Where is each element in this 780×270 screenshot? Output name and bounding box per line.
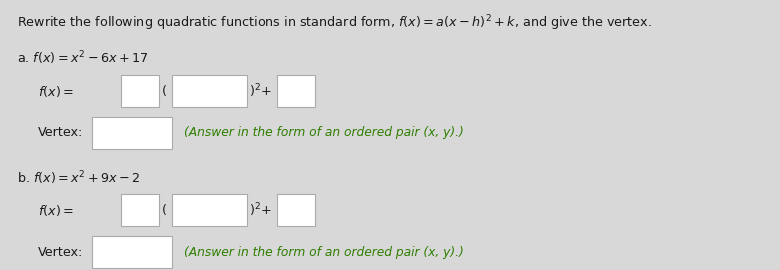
Text: b. $f(x) = x^2 + 9x - 2$: b. $f(x) = x^2 + 9x - 2$ — [17, 170, 140, 187]
Bar — [121, 75, 159, 107]
Bar — [172, 194, 247, 226]
Text: $f(x) =$: $f(x) =$ — [38, 84, 74, 99]
Text: )$^2$+: )$^2$+ — [250, 82, 272, 100]
Text: a. $f(x) = x^2 - 6x + 17$: a. $f(x) = x^2 - 6x + 17$ — [17, 49, 149, 67]
Text: (Answer in the form of an ordered pair (x, y).): (Answer in the form of an ordered pair (… — [183, 246, 463, 259]
Text: (: ( — [162, 204, 167, 217]
Text: (Answer in the form of an ordered pair (x, y).): (Answer in the form of an ordered pair (… — [183, 126, 463, 139]
Bar — [172, 75, 247, 107]
Bar — [277, 194, 315, 226]
Text: Vertex:: Vertex: — [38, 126, 83, 139]
Text: )$^2$+: )$^2$+ — [250, 201, 272, 219]
Bar — [277, 75, 315, 107]
Bar — [121, 194, 159, 226]
Text: $f(x) =$: $f(x) =$ — [38, 203, 74, 218]
Text: Rewrite the following quadratic functions in standard form, $f(x) = a(x - h)^2 +: Rewrite the following quadratic function… — [17, 14, 652, 33]
Bar — [92, 236, 172, 268]
Text: Vertex:: Vertex: — [38, 246, 83, 259]
Bar — [92, 117, 172, 149]
Text: (: ( — [162, 85, 167, 98]
